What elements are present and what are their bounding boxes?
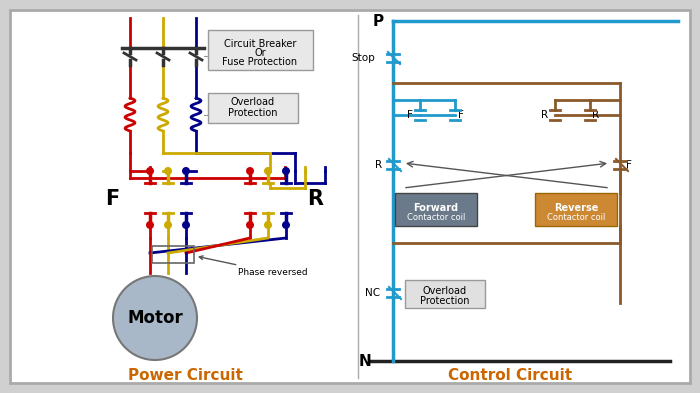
Text: Protection: Protection — [228, 108, 278, 118]
Text: R: R — [541, 110, 548, 120]
Circle shape — [264, 221, 272, 229]
Circle shape — [164, 167, 172, 175]
Circle shape — [264, 167, 272, 175]
Text: Power Circuit: Power Circuit — [127, 367, 242, 382]
FancyBboxPatch shape — [208, 30, 313, 70]
FancyBboxPatch shape — [535, 193, 617, 226]
Circle shape — [113, 276, 197, 360]
Text: Overload: Overload — [231, 97, 275, 107]
Circle shape — [164, 221, 172, 229]
Text: Contactor coil: Contactor coil — [547, 213, 606, 222]
Text: Contactor coil: Contactor coil — [407, 213, 466, 222]
Circle shape — [182, 167, 190, 175]
FancyBboxPatch shape — [208, 93, 298, 123]
Text: F: F — [105, 189, 119, 209]
Text: R: R — [375, 160, 382, 170]
Text: Control Circuit: Control Circuit — [448, 367, 572, 382]
Text: N: N — [358, 353, 372, 369]
Circle shape — [146, 167, 154, 175]
FancyBboxPatch shape — [395, 193, 477, 226]
Circle shape — [146, 221, 154, 229]
Text: R: R — [592, 110, 599, 120]
Circle shape — [182, 221, 190, 229]
Text: Protection: Protection — [420, 296, 470, 306]
Circle shape — [282, 167, 290, 175]
Text: Overload: Overload — [423, 286, 467, 296]
Text: Reverse: Reverse — [554, 203, 598, 213]
Text: F: F — [458, 110, 464, 120]
Circle shape — [282, 221, 290, 229]
Text: Or: Or — [254, 48, 266, 58]
Text: Circuit Breaker: Circuit Breaker — [224, 39, 296, 49]
Text: NC: NC — [365, 288, 380, 298]
Text: Forward: Forward — [414, 203, 458, 213]
FancyBboxPatch shape — [405, 280, 485, 308]
FancyBboxPatch shape — [10, 10, 690, 383]
Text: Stop: Stop — [351, 53, 375, 63]
Text: Motor: Motor — [127, 309, 183, 327]
Circle shape — [246, 167, 254, 175]
Text: R: R — [307, 189, 323, 209]
Text: F: F — [626, 160, 632, 170]
Text: Fuse Protection: Fuse Protection — [223, 57, 298, 67]
Circle shape — [246, 221, 254, 229]
Text: P: P — [372, 13, 384, 29]
Text: F: F — [407, 110, 413, 120]
Text: Phase reversed: Phase reversed — [199, 256, 307, 277]
